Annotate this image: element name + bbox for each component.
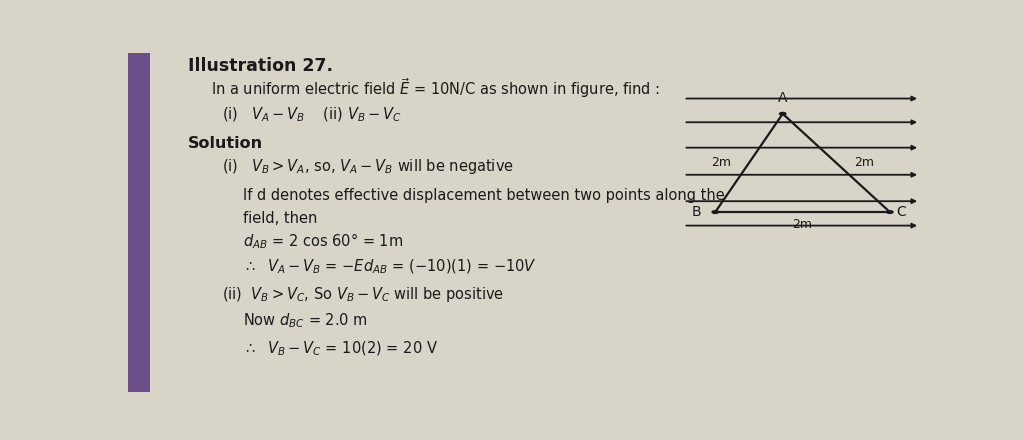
Text: In a uniform electric field $\vec{E}$ = 10N/C as shown in figure, find :: In a uniform electric field $\vec{E}$ = …: [211, 76, 660, 99]
Text: (i)   $V_B > V_A$, so, $V_A - V_B$ will be negative: (i) $V_B > V_A$, so, $V_A - V_B$ will be…: [221, 158, 514, 176]
Text: (i)   $V_A - V_B$    (ii) $V_B - V_C$: (i) $V_A - V_B$ (ii) $V_B - V_C$: [221, 106, 401, 124]
Circle shape: [779, 113, 785, 115]
Text: 2m: 2m: [793, 218, 813, 231]
Text: Solution: Solution: [187, 136, 262, 151]
Text: 2m: 2m: [712, 156, 731, 169]
Text: Illustration 27.: Illustration 27.: [187, 57, 333, 75]
Text: Now $d_{BC}$ = 2.0 m: Now $d_{BC}$ = 2.0 m: [243, 311, 368, 330]
Text: 2m: 2m: [854, 156, 873, 169]
Text: (ii)  $V_B > V_C$, So $V_B - V_C$ will be positive: (ii) $V_B > V_C$, So $V_B - V_C$ will be…: [221, 285, 504, 304]
Text: field, then: field, then: [243, 211, 317, 226]
Text: $\therefore$  $V_A - V_B$ = $-Ed_{AB}$ = $(-10)(1)$ = $-10V$: $\therefore$ $V_A - V_B$ = $-Ed_{AB}$ = …: [243, 258, 537, 276]
Circle shape: [887, 211, 893, 213]
Text: $d_{AB}$ = 2 cos 60° = 1m: $d_{AB}$ = 2 cos 60° = 1m: [243, 231, 403, 251]
Text: If d denotes effective displacement between two points along the: If d denotes effective displacement betw…: [243, 187, 725, 202]
Bar: [128, 53, 151, 392]
Text: B: B: [691, 205, 701, 219]
Text: $\therefore$  $V_B - V_C$ = 10(2) = 20 V: $\therefore$ $V_B - V_C$ = 10(2) = 20 V: [243, 339, 438, 358]
Circle shape: [712, 211, 719, 213]
Text: A: A: [778, 92, 787, 105]
Text: C: C: [896, 205, 906, 219]
